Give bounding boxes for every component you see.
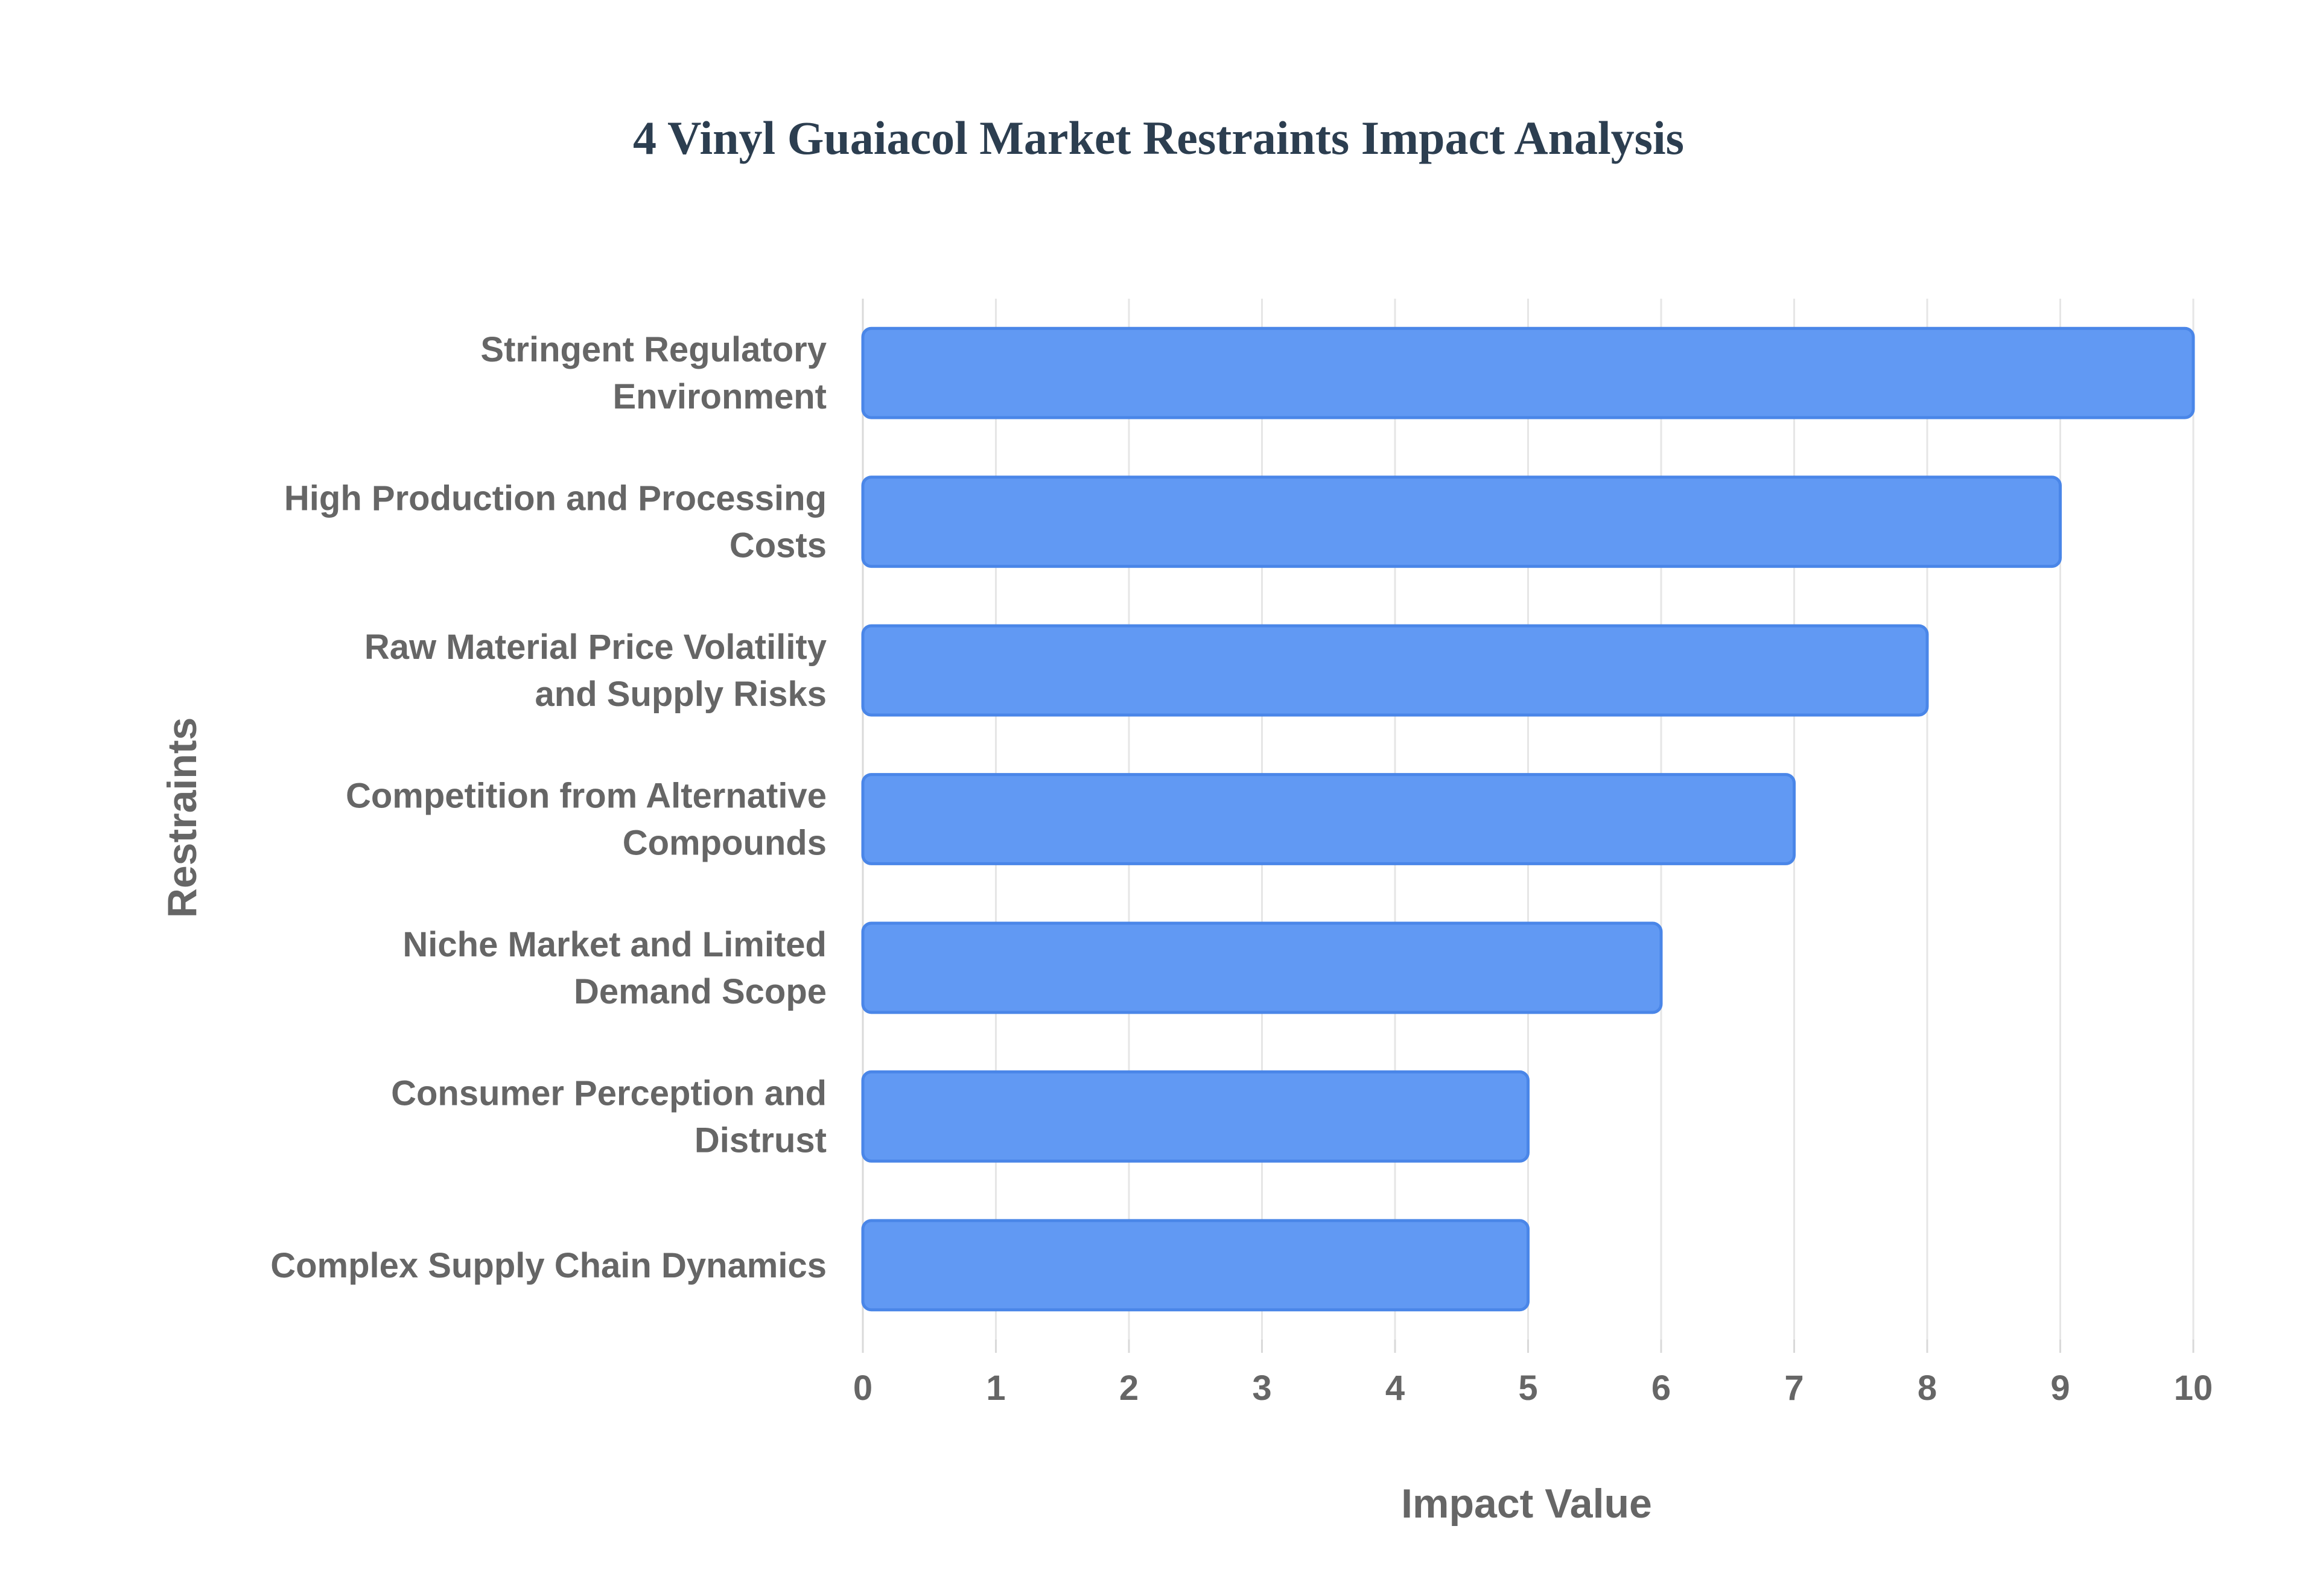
category-label-line: Complex Supply Chain Dynamics	[270, 1246, 827, 1285]
x-tick-label: 9	[2050, 1369, 2070, 1408]
x-tick-label: 4	[1385, 1369, 1405, 1408]
x-tick-label: 0	[853, 1369, 872, 1408]
category-label: Stringent Regulatory Environment	[480, 330, 827, 416]
category-label-line: Raw Material Price Volatility	[364, 628, 827, 667]
category-label: Raw Material Price Volatility and Supply …	[364, 628, 827, 714]
x-tick-label: 7	[1784, 1369, 1804, 1408]
x-tick-label: 8	[1918, 1369, 1937, 1408]
category-label-line: Consumer Perception and	[391, 1073, 827, 1113]
x-tick-label: 6	[1651, 1369, 1671, 1408]
bar	[861, 326, 2195, 419]
category-label-line: Niche Market and Limited	[402, 925, 827, 964]
category-label: Niche Market and Limited Demand Scope	[402, 925, 827, 1011]
bar	[861, 475, 2062, 568]
x-tick-label: 1	[986, 1369, 1005, 1408]
y-axis-title: Restraints	[159, 717, 205, 918]
bar	[861, 624, 1929, 717]
category-label-line: Stringent Regulatory	[480, 330, 827, 369]
category-label-line: Competition from Alternative	[346, 777, 827, 816]
category-label: Competition from Alternative Compounds	[346, 777, 827, 863]
category-label: Consumer Perception and Distrust	[391, 1073, 827, 1160]
bar	[861, 1070, 1530, 1163]
category-label-line: Costs	[729, 526, 827, 565]
category-label: High Production and Processing Costs	[284, 479, 827, 565]
x-axis-title: Impact Value	[1401, 1481, 1652, 1527]
category-label: Complex Supply Chain Dynamics	[270, 1246, 827, 1285]
x-tick-label: 10	[2174, 1369, 2213, 1408]
category-labels: Stringent Regulatory Environment High Prod…	[270, 330, 827, 1285]
category-label-line: Environment	[613, 377, 827, 416]
category-label-line: and Supply Risks	[535, 675, 827, 714]
category-label-line: High Production and Processing	[284, 479, 827, 518]
chart-title: 4 Vinyl Guaiacol Market Restraints Impac…	[633, 112, 1684, 164]
bars	[861, 326, 2195, 1312]
bar	[861, 921, 1663, 1014]
x-tick-label: 5	[1518, 1369, 1537, 1408]
x-axis-ticks: 0 1 2 3 4 5 6 7 8 9 10	[853, 1369, 2213, 1408]
x-tick-label: 2	[1119, 1369, 1139, 1408]
category-label-line: Demand Scope	[574, 972, 827, 1011]
bar	[861, 1219, 1530, 1312]
category-label-line: Compounds	[623, 824, 827, 863]
category-label-line: Distrust	[694, 1121, 827, 1160]
bar	[861, 773, 1796, 865]
x-tick-label: 3	[1252, 1369, 1271, 1408]
